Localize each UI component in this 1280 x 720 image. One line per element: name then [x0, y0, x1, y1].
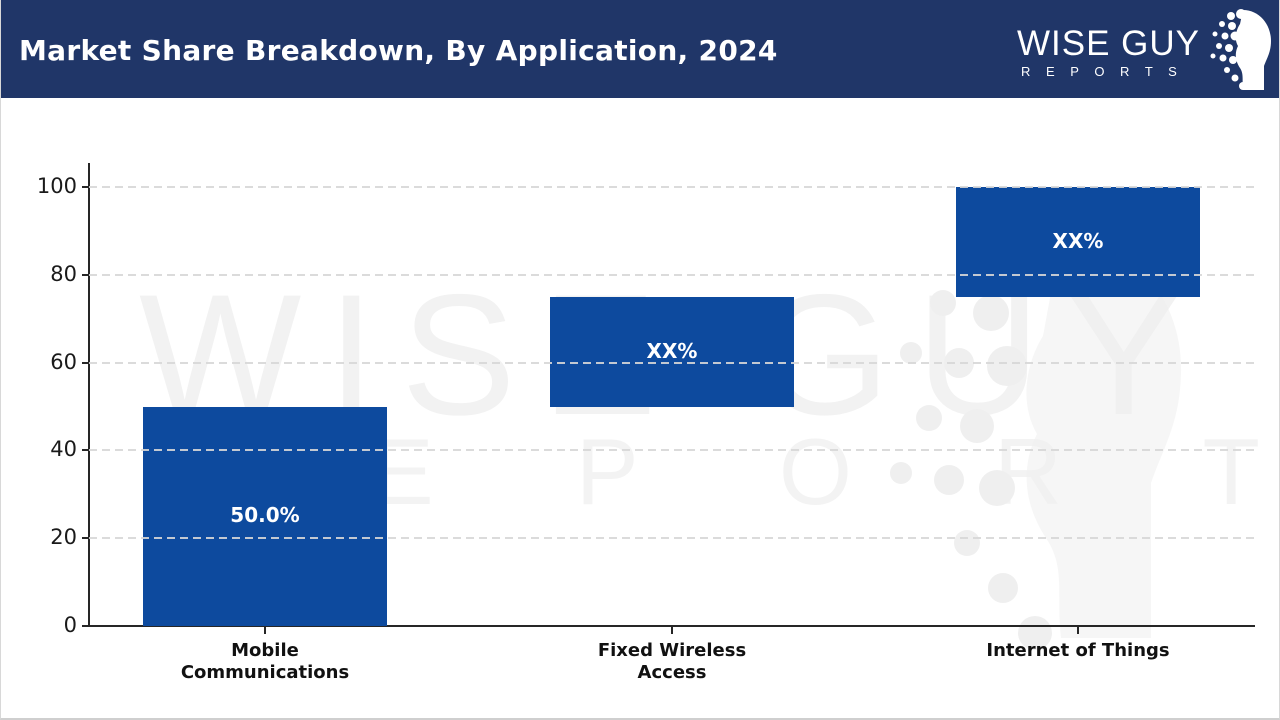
chart-title: Market Share Breakdown, By Application, … — [19, 34, 778, 67]
bar-value-label-0: 50.0% — [230, 503, 300, 528]
x-tick-mark-2 — [1077, 627, 1079, 634]
logo-subtext: R E P O R T S — [1021, 64, 1183, 79]
y-tick-label: 100 — [36, 174, 77, 198]
x-tick-mark-1 — [671, 627, 673, 634]
x-category-label-line: Access — [637, 662, 707, 683]
y-tick-label: 40 — [50, 437, 77, 462]
bar-0 — [143, 406, 387, 626]
y-tick-label: 80 — [50, 261, 77, 286]
x-category-label-line: Communications — [180, 662, 350, 683]
gridline-40 — [89, 449, 1254, 452]
wise-guy-logo: WISE GUY R E P O R T S — [1017, 8, 1271, 92]
x-category-label-line: Mobile — [231, 640, 299, 661]
logo-wordmark: WISE GUY — [1017, 24, 1201, 63]
bar-1 — [550, 296, 794, 407]
y-tick-mark — [82, 361, 89, 364]
x-category-label-0: Mobile Communications — [125, 640, 405, 684]
y-tick-label: 0 — [63, 613, 77, 637]
x-category-label-line: Internet of Things — [986, 640, 1170, 661]
gridline-20 — [89, 537, 1254, 540]
y-tick-mark — [82, 537, 89, 540]
header-bar: Market Share Breakdown, By Application, … — [1, 0, 1279, 98]
x-category-label-1: Fixed Wireless Access — [532, 640, 812, 684]
y-tick-mark — [82, 186, 89, 188]
x-tick-mark-0 — [264, 627, 266, 634]
y-tick-mark — [82, 273, 89, 276]
bar-2 — [956, 187, 1200, 297]
gridline-80 — [89, 273, 1254, 276]
bar-value-label-1: XX% — [646, 338, 698, 363]
y-tick-label: 60 — [50, 349, 77, 374]
dotted-face-profile-icon — [1210, 9, 1271, 90]
x-category-label-line: Fixed Wireless — [597, 640, 747, 661]
x-axis-line — [88, 625, 1255, 627]
gridline-100 — [89, 186, 1254, 188]
gridline-60 — [89, 361, 1254, 364]
bar-value-label-2: XX% — [1052, 228, 1104, 253]
y-tick-mark — [82, 625, 89, 627]
x-category-label-2: Internet of Things — [938, 640, 1218, 662]
y-tick-mark — [82, 449, 89, 452]
y-tick-label: 20 — [50, 525, 77, 550]
y-axis-line — [88, 163, 90, 627]
